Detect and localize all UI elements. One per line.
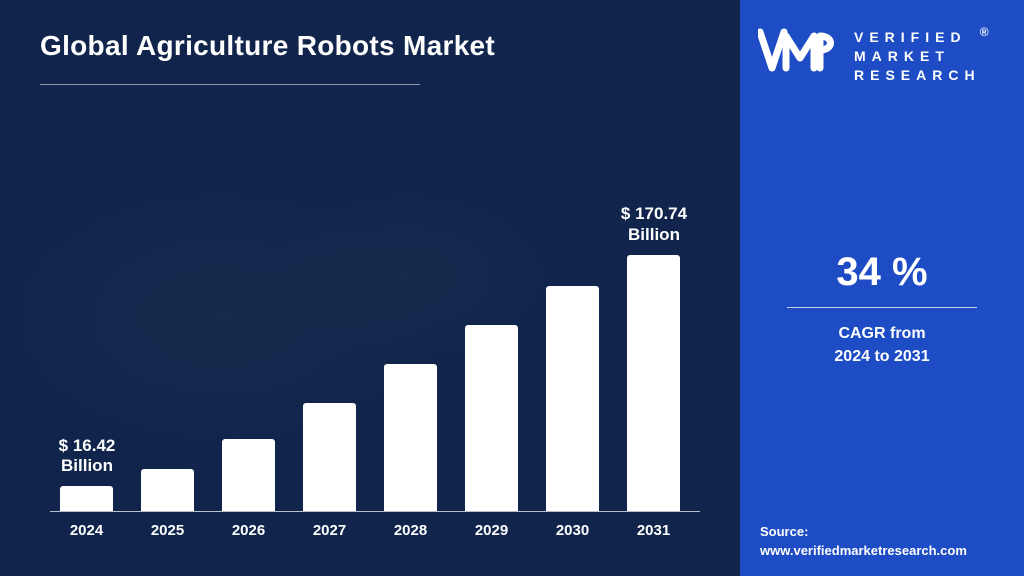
left-panel: Global Agriculture Robots Market $ 16.42…	[0, 0, 740, 576]
x-axis-label: 2025	[135, 522, 200, 539]
x-axis-label: 2028	[378, 522, 443, 539]
source-url: www.verifiedmarketresearch.com	[760, 543, 1012, 558]
last-bar-value-number: 170.74	[635, 204, 687, 223]
source-label: Source:	[760, 524, 1012, 539]
title-underline	[40, 84, 420, 85]
bar	[627, 255, 680, 511]
cagr-caption-line2: 2024 to 2031	[834, 348, 929, 365]
vmr-logo-icon	[758, 28, 844, 78]
infographic-root: Global Agriculture Robots Market $ 16.42…	[0, 0, 1024, 576]
x-axis-label: 2031	[621, 522, 686, 539]
brand-line-1: VERIFIED	[854, 28, 981, 47]
first-bar-value-unit: Billion	[42, 456, 132, 476]
last-bar-value-label: $ 170.74 Billion	[609, 204, 699, 245]
first-bar-value-label: $ 16.42 Billion	[42, 436, 132, 477]
bar-chart: $ 16.42 Billion $ 170.74 Billion 2024202…	[50, 152, 700, 552]
brand-line-2: MARKET	[854, 47, 981, 66]
x-axis-label: 2027	[297, 522, 362, 539]
cagr-value: 34 %	[768, 250, 996, 295]
first-bar-value-number: 16.42	[73, 436, 116, 455]
right-panel: VERIFIED MARKET RESEARCH ® 34 % CAGR fro…	[740, 0, 1024, 576]
source-block: Source: www.verifiedmarketresearch.com	[760, 524, 1012, 558]
brand-logo-text: VERIFIED MARKET RESEARCH ®	[854, 28, 981, 85]
bar	[60, 486, 113, 511]
bar	[384, 364, 437, 511]
x-axis-label: 2024	[54, 522, 119, 539]
cagr-caption-line1: CAGR from	[838, 325, 925, 342]
bar	[222, 439, 275, 511]
x-axis-label: 2029	[459, 522, 524, 539]
x-axis-label: 2026	[216, 522, 281, 539]
bar	[546, 286, 599, 511]
cagr-caption: CAGR from 2024 to 2031	[768, 322, 996, 368]
last-bar-value-prefix: $	[621, 204, 635, 223]
brand-logo: VERIFIED MARKET RESEARCH ®	[758, 28, 1006, 85]
chart-plot-area: $ 16.42 Billion $ 170.74 Billion	[50, 152, 700, 512]
cagr-stat-block: 34 % CAGR from 2024 to 2031	[740, 250, 1024, 368]
bar	[141, 469, 194, 511]
first-bar-value-prefix: $	[59, 436, 73, 455]
chart-title: Global Agriculture Robots Market	[40, 30, 700, 62]
cagr-divider	[787, 307, 977, 308]
x-axis-label: 2030	[540, 522, 605, 539]
last-bar-value-unit: Billion	[609, 225, 699, 245]
x-axis-labels: 2024 2025 2026 2027 2028 2029 2030 2031	[50, 512, 700, 548]
registered-mark-icon: ®	[980, 24, 995, 40]
bar	[303, 403, 356, 511]
brand-line-3: RESEARCH	[854, 66, 981, 85]
bar	[465, 325, 518, 511]
